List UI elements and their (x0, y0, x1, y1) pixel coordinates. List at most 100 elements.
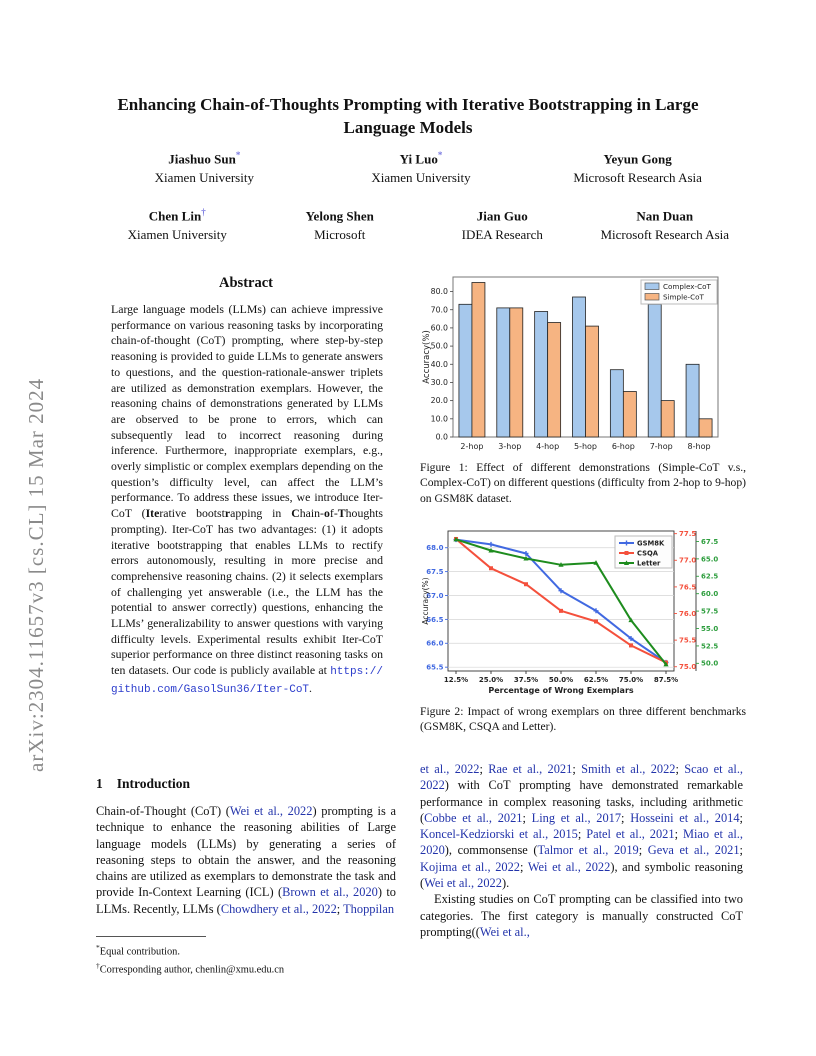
citation-link[interactable]: Ling et al., 2017 (531, 810, 622, 825)
citation-link[interactable]: Geva et al., 2021 (647, 843, 740, 858)
author-name-text: Chen Lin (148, 208, 202, 224)
text-segment: o (324, 506, 330, 521)
bar-Simple-CoT-2-hop (471, 282, 486, 438)
paper-title: Enhancing Chain-of-Thoughts Prompting wi… (117, 95, 699, 137)
author-block: Chen Lin† Xiamen University (96, 207, 259, 243)
citation-link[interactable]: Wei et al., (479, 924, 530, 939)
citation-link[interactable]: Miao et al., 2020 (420, 827, 743, 858)
text-segment: ) prompting is a technique to enhance th… (96, 804, 396, 900)
text-segment: Ite (145, 506, 160, 521)
right-column: et al., 2022; Rae et al., 2021; Smith et… (420, 761, 743, 940)
svg-text:66.0: 66.0 (426, 640, 443, 648)
text-segment: ; (675, 762, 685, 776)
footnote-equal-contribution: *Equal contribution. (96, 941, 396, 959)
section-title: Introduction (116, 776, 191, 791)
svg-text:50.0: 50.0 (431, 342, 448, 351)
author-affiliation: Xiamen University (371, 170, 471, 186)
svg-text:76.0: 76.0 (679, 610, 696, 618)
text-segment: ; (522, 810, 532, 825)
svg-text:60.0: 60.0 (701, 590, 718, 598)
citation-link[interactable]: Wei et al., 2022 (424, 876, 502, 891)
citation-link[interactable]: Hosseini et al., 2014 (630, 810, 740, 825)
citation-link[interactable]: Thoppilan (343, 901, 395, 916)
author-name-text: Nan Duan (636, 208, 694, 224)
text-segment: ), and symbolic reasoning ( (420, 859, 743, 891)
right-paragraph-2: Existing studies on CoT prompting can be… (420, 891, 743, 940)
svg-text:25.0%: 25.0% (479, 676, 503, 684)
author-footnote-marker: † (201, 207, 206, 217)
bar-Simple-CoT-4-hop (547, 322, 562, 438)
author-affiliation: Microsoft Research Asia (573, 170, 702, 186)
svg-text:65.0: 65.0 (701, 555, 718, 563)
intro-paragraph: Chain-of-Thought (CoT) (Wei et al., 2022… (96, 803, 396, 917)
bar-Complex-CoT-8-hop (685, 363, 700, 438)
citation-link[interactable]: Kojima et al., 2022 (420, 859, 520, 874)
bar-Complex-CoT-6-hop (609, 369, 624, 438)
author-affiliation: Microsoft (314, 227, 366, 243)
author-name-text: Yeyun Gong (603, 151, 672, 167)
svg-text:7-hop: 7-hop (650, 442, 673, 451)
bar-Complex-CoT-7-hop (647, 303, 662, 438)
svg-text:40.0: 40.0 (431, 360, 448, 369)
bar-Complex-CoT-2-hop (458, 303, 473, 438)
section-heading: 1 Introduction (96, 776, 396, 792)
svg-text:77.0: 77.0 (679, 557, 696, 565)
x-axis-label: Percentage of Wrong Exemplars (488, 686, 634, 695)
text-segment: ; (577, 827, 587, 842)
figure-1-caption: Figure 1: Effect of different demonstrat… (420, 461, 746, 505)
footnote-marker: * (96, 943, 100, 952)
author-name-text: Yelong Shen (305, 208, 374, 224)
figure-1-bar-chart: 0.0 10.0 20.0 30.0 40.0 50.0 60.0 70.0 80.0 2-hop… (420, 266, 745, 456)
author-name: Chen Lin† (96, 207, 259, 224)
citation-link[interactable]: Koncel-Kedziorski et al., 2015 (420, 827, 578, 842)
svg-text:68.0: 68.0 (426, 544, 443, 552)
figure-2-line-chart: 65.5 66.0 66.5 67.0 67.5 68.0 75.0 75.5 76.0 76.5… (422, 524, 734, 704)
bar-Complex-CoT-3-hop (496, 307, 511, 438)
svg-text:8-hop: 8-hop (688, 442, 711, 451)
svg-text:60.0: 60.0 (431, 324, 448, 333)
text-segment: ; (739, 810, 743, 825)
text-segment: r (224, 506, 231, 521)
svg-text:67.5: 67.5 (426, 568, 443, 576)
svg-text:CSQA: CSQA (637, 549, 659, 557)
footnote-text: Corresponding author, chenlin@xmu.edu.cn (99, 964, 285, 976)
svg-text:Letter: Letter (637, 559, 661, 567)
footnote-corresponding-author: †Corresponding author, chenlin@xmu.edu.c… (96, 959, 396, 977)
text-segment: . (309, 680, 312, 695)
citation-link[interactable]: Brown et al., 2020 (282, 885, 378, 900)
citation-link[interactable]: Cobbe et al., 2021 (424, 810, 523, 825)
text-segment: ; (621, 810, 631, 825)
citation-link[interactable]: Scao et al., 2022 (420, 762, 744, 793)
author-affiliation: Microsoft Research Asia (600, 227, 730, 243)
svg-text:50.0: 50.0 (701, 660, 718, 668)
text-segment: houghts prompting). Iter-CoT has two adv… (111, 506, 384, 678)
citation-link[interactable]: Talmor et al., 2019 (537, 843, 639, 858)
text-segment: ; (336, 901, 344, 916)
svg-text:10.0: 10.0 (431, 414, 448, 423)
author-affiliation: IDEA Research (461, 227, 543, 243)
svg-text:55.0: 55.0 (701, 625, 718, 633)
citation-link[interactable]: Wei et al., 2022 (527, 859, 611, 874)
citation-link[interactable]: et al., 2022 (420, 762, 480, 776)
citation-link[interactable]: Smith et al., 2022 (581, 762, 676, 776)
y-axis-label: Accuracy(%) (422, 577, 430, 624)
text-segment: rative bootst (159, 506, 225, 521)
author-affiliation: Xiamen University (127, 227, 227, 243)
author-block: Nan Duan Microsoft Research Asia (584, 207, 747, 243)
author-block: Yelong Shen Microsoft (259, 207, 422, 243)
author-name-text: Jian Guo (476, 208, 528, 224)
github-link[interactable]: https://github.com/GasolSun36/Iter-CoT (111, 666, 383, 696)
footnote-marker: † (96, 960, 100, 970)
citation-link[interactable]: Rae et al., 2021 (488, 762, 573, 776)
svg-text:37.5%: 37.5% (514, 676, 538, 684)
legend: GSM8K CSQA Letter (614, 535, 673, 569)
footnote-text: Equal contribution. (99, 946, 180, 958)
svg-text:5-hop: 5-hop (574, 442, 597, 451)
citation-link[interactable]: Wei et al., 2022 (229, 804, 313, 818)
svg-text:GSM8K: GSM8K (637, 539, 665, 547)
svg-text:30.0: 30.0 (431, 378, 448, 387)
citation-link[interactable]: Chowdhery et al., 2022 (220, 901, 337, 916)
citation-link[interactable]: Patel et al., 2021 (586, 827, 675, 842)
author-name-text: Yi Luo (399, 151, 438, 167)
text-segment: ), commonsense ( (444, 843, 538, 858)
